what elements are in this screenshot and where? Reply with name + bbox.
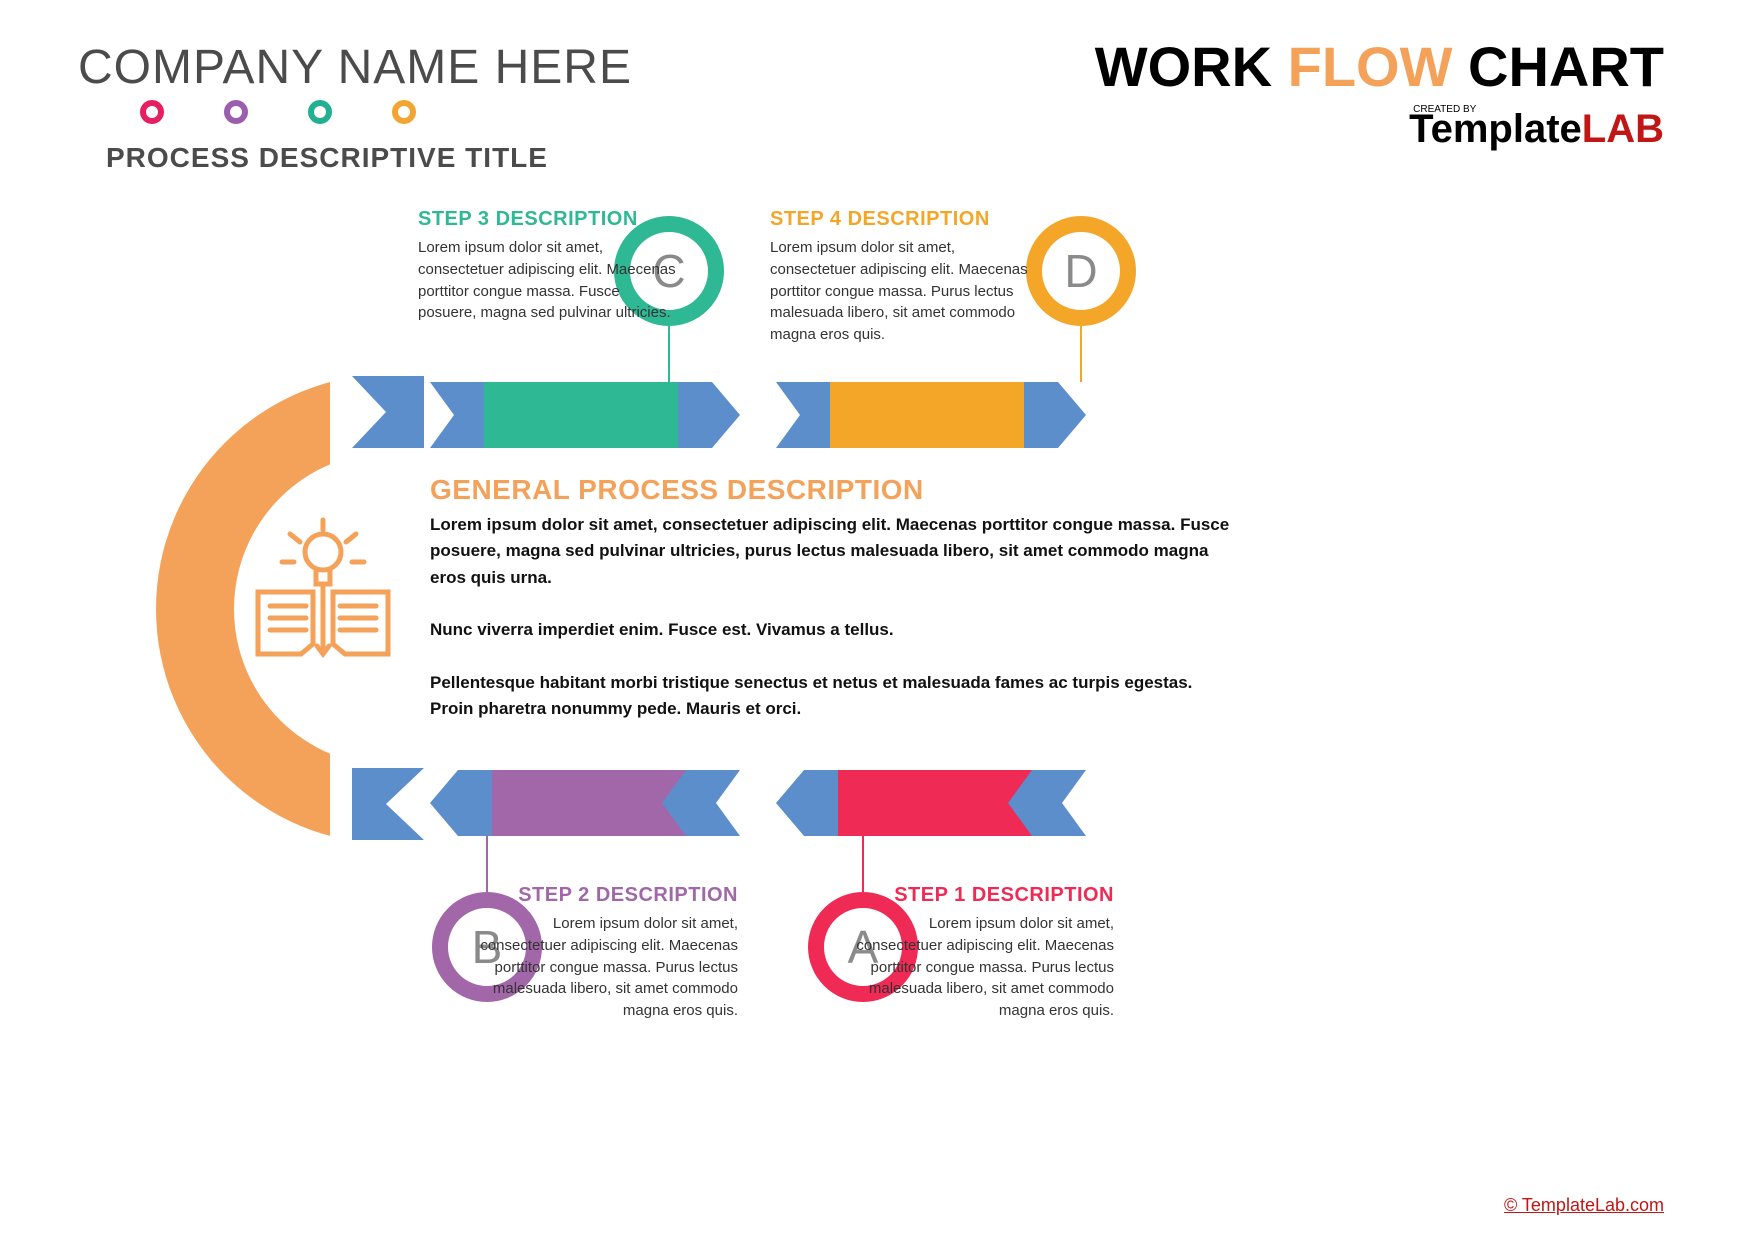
decorative-dots bbox=[140, 100, 416, 124]
title-word: WORK bbox=[1095, 35, 1272, 98]
dot-icon bbox=[308, 100, 332, 124]
paragraph: Pellentesque habitant morbi tristique se… bbox=[430, 670, 1230, 723]
dot-icon bbox=[224, 100, 248, 124]
logo: CREATED BY TemplateLAB bbox=[1409, 104, 1664, 152]
page-title: WORK FLOW CHART bbox=[1095, 34, 1664, 99]
step-body: Lorem ipsum dolor sit amet, consectetuer… bbox=[478, 913, 738, 1022]
step-title: STEP 3 DESCRIPTION bbox=[418, 208, 678, 231]
step3-text: STEP 3 DESCRIPTION Lorem ipsum dolor sit… bbox=[418, 208, 678, 324]
connector-line bbox=[1080, 326, 1082, 382]
flow-arrow-step4 bbox=[776, 382, 1086, 448]
step4-text: STEP 4 DESCRIPTION Lorem ipsum dolor sit… bbox=[770, 208, 1030, 346]
step-body: Lorem ipsum dolor sit amet, consectetuer… bbox=[770, 237, 1030, 346]
step2-text: STEP 2 DESCRIPTION Lorem ipsum dolor sit… bbox=[478, 884, 738, 1022]
step-badge-d: D bbox=[1026, 216, 1136, 326]
canvas: COMPANY NAME HERE PROCESS DESCRIPTIVE TI… bbox=[0, 0, 1754, 1240]
footer-link[interactable]: © TemplateLab.com bbox=[1504, 1195, 1664, 1216]
book-lightbulb-icon bbox=[248, 514, 398, 664]
flow-arrow-step3 bbox=[430, 382, 740, 448]
step-body: Lorem ipsum dolor sit amet, consectetuer… bbox=[854, 913, 1114, 1022]
step-title: STEP 4 DESCRIPTION bbox=[770, 208, 1030, 231]
logo-text: Template bbox=[1409, 107, 1582, 151]
company-name: COMPANY NAME HERE bbox=[78, 40, 632, 95]
arc-cap-top-icon bbox=[352, 376, 424, 448]
paragraph: Nunc viverra imperdiet enim. Fusce est. … bbox=[430, 617, 1230, 643]
dot-icon bbox=[392, 100, 416, 124]
connector-line bbox=[668, 326, 670, 382]
process-title: PROCESS DESCRIPTIVE TITLE bbox=[106, 142, 548, 174]
flow-arrow-step2 bbox=[430, 770, 740, 836]
dot-icon bbox=[140, 100, 164, 124]
step-body: Lorem ipsum dolor sit amet, consectetuer… bbox=[418, 237, 678, 324]
title-word: FLOW bbox=[1288, 35, 1453, 98]
badge-letter: D bbox=[1064, 244, 1097, 298]
arc-cap-bottom-icon bbox=[352, 768, 424, 840]
step-title: STEP 2 DESCRIPTION bbox=[478, 884, 738, 907]
title-word: CHART bbox=[1468, 35, 1664, 98]
logo-text-accent: LAB bbox=[1582, 107, 1664, 151]
general-body: Lorem ipsum dolor sit amet, consectetuer… bbox=[430, 512, 1230, 723]
step-title: STEP 1 DESCRIPTION bbox=[854, 884, 1114, 907]
general-title: GENERAL PROCESS DESCRIPTION bbox=[430, 474, 924, 506]
paragraph: Lorem ipsum dolor sit amet, consectetuer… bbox=[430, 512, 1230, 591]
step1-text: STEP 1 DESCRIPTION Lorem ipsum dolor sit… bbox=[854, 884, 1114, 1022]
flow-arrow-step1 bbox=[776, 770, 1086, 836]
